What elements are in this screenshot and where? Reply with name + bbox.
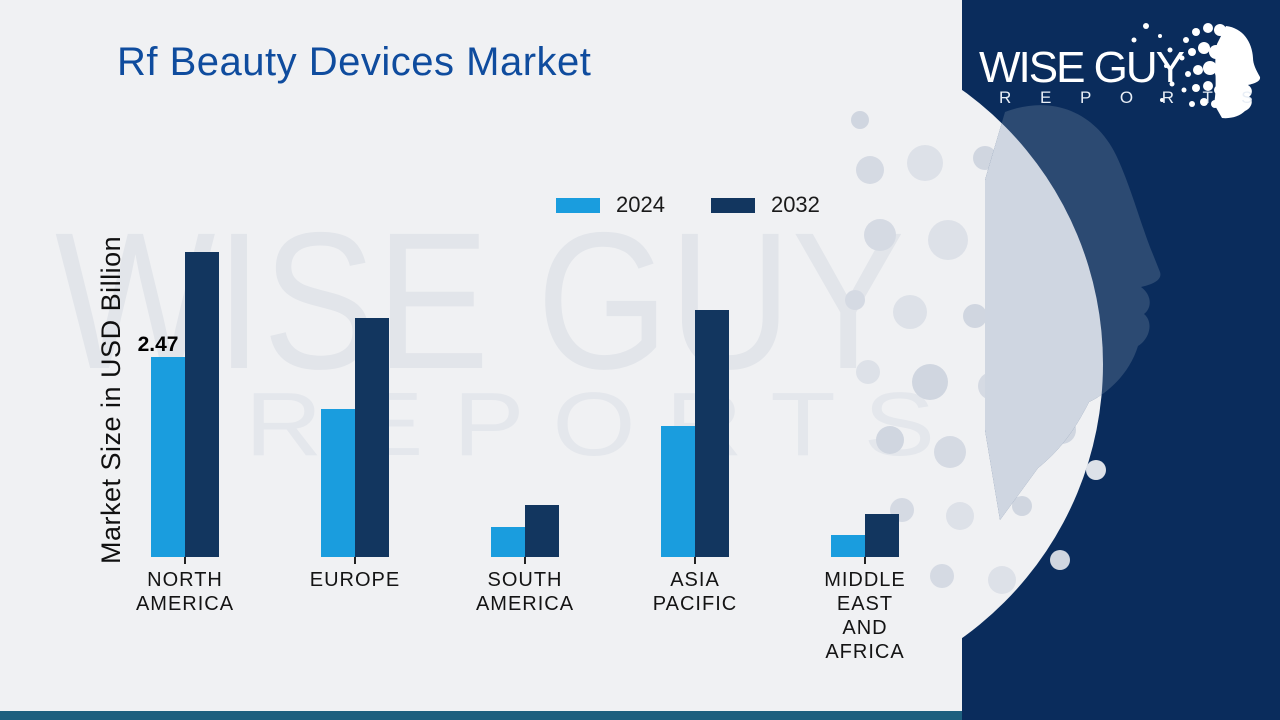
logo-dot bbox=[1169, 81, 1175, 87]
decorative-dot bbox=[934, 436, 966, 468]
x-axis-tick bbox=[524, 557, 526, 564]
x-axis-tick bbox=[354, 557, 356, 564]
decorative-dot bbox=[856, 156, 884, 184]
y-axis-label: Market Size in USD Billion bbox=[96, 235, 126, 564]
logo-dot bbox=[1185, 71, 1191, 77]
data-label-2024: 2.47 bbox=[137, 333, 179, 356]
decorative-dot bbox=[963, 304, 987, 328]
logo-dot bbox=[1211, 100, 1219, 108]
decorative-dot bbox=[928, 220, 968, 260]
bar-2032-north-america bbox=[185, 252, 219, 557]
logo-dot bbox=[1131, 37, 1137, 43]
x-axis-label-south-america: SOUTH AMERICA bbox=[475, 569, 575, 615]
decorative-dot bbox=[876, 426, 904, 454]
footer-accent-bar bbox=[0, 711, 962, 720]
logo-dot bbox=[1203, 61, 1217, 75]
logo-dot bbox=[1226, 31, 1236, 41]
logo-dot bbox=[1193, 65, 1203, 75]
logo-dot bbox=[1192, 28, 1200, 36]
legend-label-2032: 2032 bbox=[770, 192, 820, 217]
legend-label-2024: 2024 bbox=[616, 192, 665, 217]
logo-dot bbox=[1179, 55, 1185, 61]
background-circle bbox=[429, 27, 1103, 701]
logo-dot bbox=[1214, 24, 1226, 36]
wiseguy-logo-wordmark: WISE GUY bbox=[979, 43, 1185, 92]
decorative-dot bbox=[845, 290, 865, 310]
bar-2024-asia-pacific bbox=[661, 426, 695, 557]
bar-2032-middle-east-and-africa bbox=[865, 514, 899, 557]
decorative-dot bbox=[930, 564, 954, 588]
bar-2032-europe bbox=[355, 318, 389, 557]
x-axis-label-middle-east-and-africa: MIDDLE EAST AND AFRICA bbox=[824, 569, 906, 663]
decorative-dot bbox=[946, 502, 974, 530]
logo-dot bbox=[1181, 87, 1187, 93]
x-axis-label-europe: EUROPE bbox=[309, 569, 401, 591]
decorative-dot bbox=[1086, 460, 1106, 480]
decorative-dot bbox=[864, 219, 896, 251]
chart-legend: 2024 2032 bbox=[556, 192, 820, 218]
bar-2032-asia-pacific bbox=[695, 310, 729, 557]
legend-swatch-2024 bbox=[556, 197, 600, 213]
logo-dot bbox=[1192, 84, 1200, 92]
logo-dot bbox=[1188, 48, 1196, 56]
legend-item-2032: 2032 bbox=[710, 192, 820, 218]
x-axis-label-asia-pacific: ASIA PACIFIC bbox=[652, 569, 738, 615]
x-axis-label-north-america: NORTH AMERICA bbox=[135, 569, 235, 615]
decorative-dot bbox=[988, 566, 1016, 594]
logo-dot bbox=[1164, 64, 1168, 68]
logo-dot bbox=[1209, 45, 1223, 59]
bar-2024-south-america bbox=[491, 527, 525, 557]
logo-dot bbox=[1143, 23, 1149, 29]
x-axis-tick bbox=[864, 557, 866, 564]
logo-dot bbox=[1200, 98, 1208, 106]
logo-dot bbox=[1189, 101, 1195, 107]
logo-dot bbox=[1222, 97, 1228, 103]
decorative-dot bbox=[856, 360, 880, 384]
decorative-dot bbox=[851, 111, 869, 129]
legend-item-2024: 2024 bbox=[556, 192, 665, 218]
logo-dot bbox=[1215, 67, 1227, 79]
logo-dot bbox=[1158, 34, 1162, 38]
logo-dot bbox=[1203, 23, 1213, 33]
logo-dot bbox=[1198, 42, 1210, 54]
logo-dot bbox=[1183, 37, 1189, 43]
logo-dot bbox=[1221, 51, 1233, 63]
logo-face-icon bbox=[1131, 23, 1261, 119]
logo-dot bbox=[1160, 98, 1164, 102]
x-axis-tick bbox=[184, 557, 186, 564]
face-silhouette-icon bbox=[985, 105, 1161, 521]
bar-2024-europe bbox=[321, 409, 355, 557]
logo-dot bbox=[1214, 85, 1224, 95]
decorative-dot bbox=[907, 145, 943, 181]
logo-dot bbox=[1167, 47, 1173, 53]
logo-dot bbox=[1203, 81, 1213, 91]
decorative-dot bbox=[912, 364, 948, 400]
bar-2024-north-america bbox=[151, 357, 185, 557]
decorative-dot bbox=[1012, 496, 1032, 516]
bar-2024-middle-east-and-africa bbox=[831, 535, 865, 557]
x-axis-tick bbox=[694, 557, 696, 564]
decorative-dot bbox=[1050, 550, 1070, 570]
decorative-dot bbox=[893, 295, 927, 329]
wiseguy-logo-reports: R E P O R T S bbox=[999, 88, 1265, 107]
bar-2032-south-america bbox=[525, 505, 559, 557]
legend-swatch-2032 bbox=[710, 197, 755, 213]
page-title: Rf Beauty Devices Market bbox=[117, 40, 592, 84]
